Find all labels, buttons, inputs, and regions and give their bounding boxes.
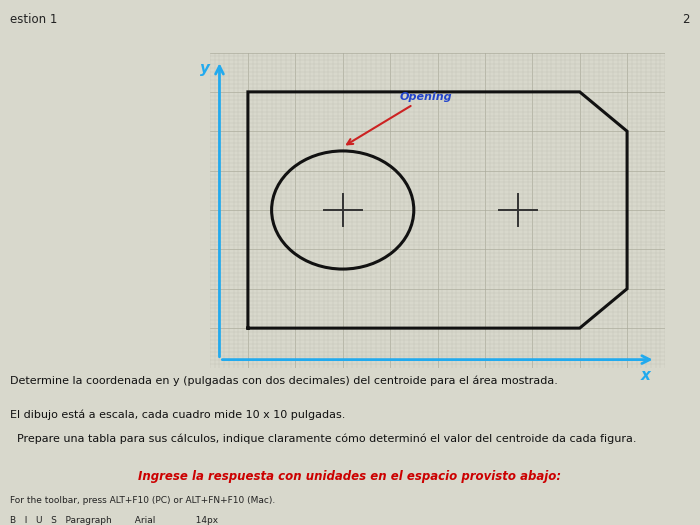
Text: For the toolbar, press ALT+F10 (PC) or ALT+FN+F10 (Mac).: For the toolbar, press ALT+F10 (PC) or A… <box>10 497 276 506</box>
Text: 2: 2 <box>682 13 690 26</box>
Text: B   I   U   S   Paragraph        Arial              14px: B I U S Paragraph Arial 14px <box>10 516 218 525</box>
Text: Ingrese la respuesta con unidades en el espacio provisto abajo:: Ingrese la respuesta con unidades en el … <box>139 470 561 483</box>
Text: Determine la coordenada en y (pulgadas con dos decimales) del centroide para el : Determine la coordenada en y (pulgadas c… <box>10 375 559 386</box>
Text: Opening: Opening <box>347 92 452 144</box>
Text: x: x <box>641 368 651 383</box>
Text: El dibujo está a escala, cada cuadro mide 10 x 10 pulgadas.: El dibujo está a escala, cada cuadro mid… <box>10 410 346 420</box>
Text: estion 1: estion 1 <box>10 13 58 26</box>
Text: Prepare una tabla para sus cálculos, indique claramente cómo determinó el valor : Prepare una tabla para sus cálculos, ind… <box>17 434 636 444</box>
Text: y: y <box>200 61 210 76</box>
